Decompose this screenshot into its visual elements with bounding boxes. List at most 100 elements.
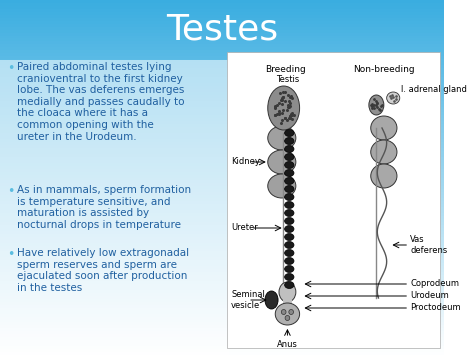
Bar: [0, 216, 444, 219]
Text: Seminal
vesicle: Seminal vesicle: [231, 290, 265, 310]
Bar: [0, 240, 444, 242]
Bar: [0, 234, 444, 237]
Bar: [0, 56, 444, 59]
Text: Kidney: Kidney: [231, 158, 260, 166]
Bar: [0, 130, 444, 133]
Bar: [0, 343, 444, 346]
Bar: [0, 171, 444, 175]
Bar: [0, 198, 444, 201]
Ellipse shape: [284, 130, 294, 137]
Bar: [0, 178, 444, 180]
Bar: [0, 166, 444, 169]
Bar: [0, 257, 444, 260]
Bar: [0, 151, 444, 154]
Bar: [0, 145, 444, 148]
Bar: [0, 231, 444, 234]
Bar: [0, 127, 444, 130]
Ellipse shape: [284, 266, 294, 273]
Text: •: •: [8, 62, 15, 75]
Bar: [0, 6, 444, 9]
Bar: [0, 242, 444, 246]
Bar: [0, 207, 444, 210]
Ellipse shape: [279, 282, 296, 302]
Text: Ureter: Ureter: [231, 224, 258, 233]
Bar: [0, 290, 444, 293]
Ellipse shape: [284, 169, 294, 176]
Bar: [0, 71, 444, 74]
Bar: [0, 136, 444, 139]
Bar: [0, 53, 444, 56]
Text: Vas
deferens: Vas deferens: [410, 235, 447, 255]
Bar: [0, 284, 444, 287]
Bar: [227, 52, 440, 348]
Bar: [0, 27, 444, 29]
Bar: [0, 139, 444, 142]
Bar: [0, 260, 444, 263]
Text: Non-breeding: Non-breeding: [353, 65, 415, 74]
Bar: [0, 175, 444, 178]
Bar: [0, 281, 444, 284]
Bar: [0, 44, 444, 47]
Bar: [0, 331, 444, 334]
Text: Coprodeum: Coprodeum: [410, 279, 459, 289]
Ellipse shape: [284, 273, 294, 280]
Bar: [0, 186, 444, 189]
Bar: [0, 278, 444, 281]
Ellipse shape: [371, 140, 397, 164]
Bar: [0, 59, 444, 62]
Ellipse shape: [284, 282, 294, 289]
Bar: [0, 266, 444, 269]
Bar: [0, 83, 444, 86]
Bar: [0, 246, 444, 248]
Bar: [0, 86, 444, 89]
Bar: [0, 313, 444, 317]
Bar: [0, 210, 444, 213]
Ellipse shape: [371, 116, 397, 140]
Bar: [0, 204, 444, 207]
Bar: [0, 219, 444, 222]
Bar: [0, 42, 444, 44]
Bar: [0, 296, 444, 299]
Ellipse shape: [289, 310, 293, 315]
Bar: [0, 293, 444, 296]
Ellipse shape: [284, 209, 294, 217]
Bar: [0, 269, 444, 272]
Bar: [0, 68, 444, 71]
Bar: [0, 272, 444, 275]
Bar: [0, 104, 444, 106]
Bar: [0, 251, 444, 255]
Bar: [0, 334, 444, 337]
Ellipse shape: [268, 150, 296, 174]
Text: Breeding: Breeding: [265, 65, 306, 74]
Bar: [0, 121, 444, 124]
Bar: [0, 157, 444, 160]
Bar: [0, 50, 444, 53]
Ellipse shape: [284, 241, 294, 248]
Bar: [0, 60, 229, 355]
Text: Paired abdominal testes lying
cranioventral to the first kidney
lobe. The vas de: Paired abdominal testes lying craniovent…: [17, 62, 184, 142]
Bar: [0, 169, 444, 171]
Bar: [0, 337, 444, 340]
Bar: [0, 160, 444, 163]
Bar: [0, 228, 444, 231]
Ellipse shape: [369, 95, 384, 115]
Bar: [0, 195, 444, 198]
Bar: [0, 62, 444, 65]
Bar: [0, 237, 444, 240]
Ellipse shape: [268, 126, 296, 150]
Bar: [0, 92, 444, 95]
Bar: [0, 255, 444, 257]
Ellipse shape: [284, 225, 294, 233]
Bar: [0, 77, 444, 80]
Bar: [0, 38, 444, 42]
Bar: [0, 349, 444, 352]
Bar: [0, 113, 444, 115]
Text: Urodeum: Urodeum: [410, 291, 449, 300]
Ellipse shape: [284, 257, 294, 264]
Bar: [0, 106, 444, 109]
Bar: [0, 100, 444, 104]
Ellipse shape: [282, 310, 286, 315]
Bar: [0, 305, 444, 308]
Bar: [0, 320, 444, 322]
Ellipse shape: [284, 218, 294, 224]
